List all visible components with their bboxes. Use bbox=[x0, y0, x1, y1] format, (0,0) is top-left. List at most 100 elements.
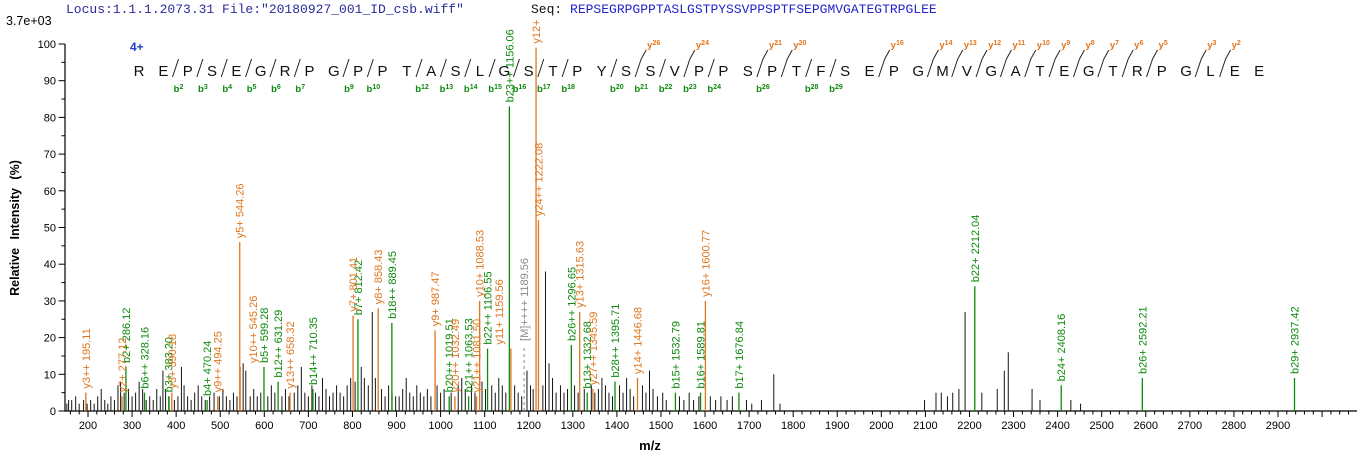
x-tick-label: 900 bbox=[387, 420, 405, 432]
residue-letter: G bbox=[1180, 63, 1192, 80]
peak-label: y21++ 1081.50 bbox=[472, 319, 484, 392]
residue-letter: S bbox=[645, 63, 655, 80]
noise-peaks bbox=[66, 271, 1082, 411]
peak-label: b13+ 1332.68 bbox=[582, 321, 594, 389]
peak-label: b21++ 1063.53 bbox=[464, 318, 476, 392]
b-ion-marker-label: b29 bbox=[829, 84, 843, 95]
b-ion-marker-label: b9 bbox=[344, 84, 354, 95]
x-tick-label: 2500 bbox=[1089, 420, 1113, 432]
peak-label: b14++ 710.35 bbox=[308, 317, 320, 385]
x-tick-label: 1800 bbox=[781, 420, 805, 432]
x-tick-label: 2000 bbox=[869, 420, 893, 432]
peak-label: y16+ 1600.77 bbox=[700, 230, 712, 297]
b-ion-marker-label: b7 bbox=[295, 84, 305, 95]
peak-label: y20++ 1032.49 bbox=[450, 319, 462, 392]
b-ion-marker-label: b28 bbox=[805, 84, 819, 95]
y-tick-label: 0 bbox=[50, 406, 56, 418]
residue-letter: G bbox=[498, 63, 510, 80]
residue-letter: S bbox=[743, 63, 753, 80]
precursor-charge-label: 4+ bbox=[130, 40, 144, 54]
peak-label: y3++ 195.11 bbox=[81, 328, 93, 388]
x-tick-label: 1300 bbox=[561, 420, 585, 432]
residue-letter: E bbox=[231, 63, 241, 80]
x-tick-label: 2200 bbox=[957, 420, 981, 432]
x-tick-label: 500 bbox=[211, 420, 229, 432]
residue-letter: T bbox=[1108, 63, 1117, 80]
b-ion-marker-label: b24 bbox=[707, 84, 721, 95]
x-tick-label: 300 bbox=[123, 420, 141, 432]
residue-letter: R bbox=[134, 63, 145, 80]
x-tick-label: 800 bbox=[343, 420, 361, 432]
x-tick-label: 1900 bbox=[825, 420, 849, 432]
x-tick-label: 1600 bbox=[693, 420, 717, 432]
residue-letter: G bbox=[328, 63, 340, 80]
residue-letter: T bbox=[792, 63, 801, 80]
absolute-intensity-label: 3.7e+03 bbox=[6, 14, 52, 28]
x-tick-label: 400 bbox=[167, 420, 185, 432]
x-tick-label: 600 bbox=[255, 420, 273, 432]
y-ion-marker-label: y12 bbox=[988, 40, 1001, 51]
y-ion-marker-label: y13 bbox=[964, 40, 977, 51]
y-ion-marker-label: y11 bbox=[1012, 40, 1025, 51]
peak-label: y2+ 277.12 bbox=[117, 338, 129, 393]
header-line: Locus:1.1.1.2073.31 File:"20180927_001_I… bbox=[0, 2, 1362, 20]
y-tick-label: 80 bbox=[44, 112, 56, 124]
b-ion-marker-label: b21 bbox=[634, 84, 648, 95]
y-ion-marker-label: y7 bbox=[1110, 40, 1119, 51]
residue-letter: E bbox=[864, 63, 874, 80]
b-ion-marker-label: b26 bbox=[756, 84, 770, 95]
residue-letter: P bbox=[353, 63, 363, 80]
peak-label: b18++ 889.45 bbox=[387, 251, 399, 319]
peak-label: y5+ 544.26 bbox=[235, 183, 247, 238]
residue-letter: G bbox=[255, 63, 267, 80]
peak-label: b20++ 1019.51 bbox=[444, 318, 456, 392]
peak-label: b17+ 1676.84 bbox=[734, 321, 746, 389]
y-ion-peaks: y3++ 195.11 y2+ 277.12 y3+ 390.18 y9++ 494.… bbox=[81, 19, 712, 411]
y-axis-title: Relative Intensity (%) bbox=[8, 160, 22, 296]
y-ion-marker-label: y5 bbox=[1159, 40, 1168, 51]
b-ion-marker-label: b2 bbox=[174, 84, 184, 95]
y-ion-marker-label: y14 bbox=[939, 40, 952, 51]
peak-label: b22++ 1106.55 bbox=[483, 271, 495, 344]
y-ion-marker-label: y10 bbox=[1037, 40, 1050, 51]
y-ion-marker-label: y3 bbox=[1207, 40, 1216, 51]
x-tick-label: 1500 bbox=[649, 420, 673, 432]
peak-label: b7+ 812.42 bbox=[353, 260, 365, 315]
y-tick-label: 10 bbox=[44, 369, 56, 381]
x-tick-label: 1000 bbox=[428, 420, 452, 432]
peak-label: b29+ 2937.42 bbox=[1289, 306, 1301, 374]
y-ion-marker-label: y6 bbox=[1134, 40, 1143, 51]
b-ion-marker-label: b22 bbox=[659, 84, 673, 95]
residue-letter: P bbox=[767, 63, 777, 80]
peak-label: b2+ 286.12 bbox=[121, 308, 133, 363]
b-ion-marker-label: b6 bbox=[271, 84, 281, 95]
peak-label: b22+ 2212.04 bbox=[970, 215, 982, 283]
y-ion-marker-label: y24 bbox=[696, 40, 709, 51]
x-axis-title: m/z bbox=[639, 438, 661, 453]
peak-label: y13++ 658.32 bbox=[285, 321, 297, 388]
residue-letter: G bbox=[1083, 63, 1095, 80]
residue-letter: A bbox=[1011, 63, 1021, 80]
y-ion-marker-label: y26 bbox=[647, 40, 660, 51]
y-ion-marker-label: y8 bbox=[1085, 40, 1094, 51]
peak-label: y27++ 1345.59 bbox=[588, 312, 600, 385]
residue-letter: P bbox=[694, 63, 704, 80]
y-tick-label: 90 bbox=[44, 76, 56, 88]
residue-letter: L bbox=[476, 63, 484, 80]
y-tick-label: 60 bbox=[44, 186, 56, 198]
axes: 0 10 20 30 40 50 60 70 80 90 100 200 300 400 500 600 700… bbox=[6, 14, 1357, 453]
y-tick-label: 30 bbox=[44, 296, 56, 308]
residue-letter: V bbox=[670, 63, 680, 80]
seq-label: Seq: bbox=[531, 2, 571, 17]
peak-label: y12+ bbox=[531, 19, 543, 43]
b-ion-marker-label: b17 bbox=[537, 84, 551, 95]
b-ion-marker-label: b18 bbox=[561, 84, 575, 95]
peak-label: b15+ 1532.79 bbox=[670, 321, 682, 389]
peak-label: y24++ 1222.08 bbox=[533, 143, 545, 216]
residue-letter: E bbox=[1230, 63, 1240, 80]
residue-letter: P bbox=[377, 63, 387, 80]
b-ion-marker-label: b5 bbox=[247, 84, 257, 95]
